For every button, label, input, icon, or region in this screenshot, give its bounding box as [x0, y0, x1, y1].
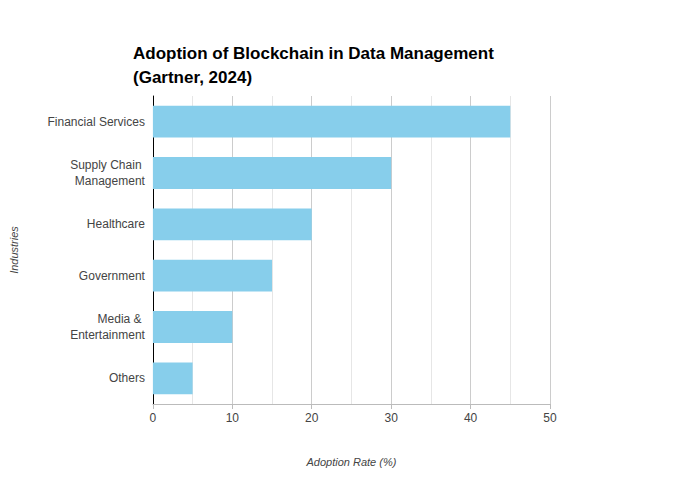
svg-text:Adoption Rate (%): Adoption Rate (%): [306, 456, 397, 468]
svg-text:Management: Management: [75, 174, 146, 188]
svg-text:Supply Chain: Supply Chain: [70, 158, 145, 172]
svg-text:50: 50: [543, 411, 557, 425]
svg-text:40: 40: [464, 411, 478, 425]
svg-text:Adoption of Blockchain in Data: Adoption of Blockchain in Data Managemen…: [133, 44, 499, 63]
svg-text:20: 20: [305, 411, 319, 425]
svg-text:Media &: Media &: [98, 312, 145, 326]
svg-text:Healthcare: Healthcare: [87, 217, 145, 231]
svg-text:0: 0: [150, 411, 157, 425]
svg-text:Others: Others: [109, 371, 145, 385]
svg-text:10: 10: [226, 411, 240, 425]
svg-text:Industries: Industries: [8, 226, 20, 274]
svg-text:Entertainment: Entertainment: [70, 328, 145, 342]
svg-text:Financial Services: Financial Services: [48, 115, 145, 129]
svg-text:(Gartner, 2024): (Gartner, 2024): [133, 68, 252, 87]
svg-text:30: 30: [384, 411, 398, 425]
svg-text:Government: Government: [79, 269, 146, 283]
